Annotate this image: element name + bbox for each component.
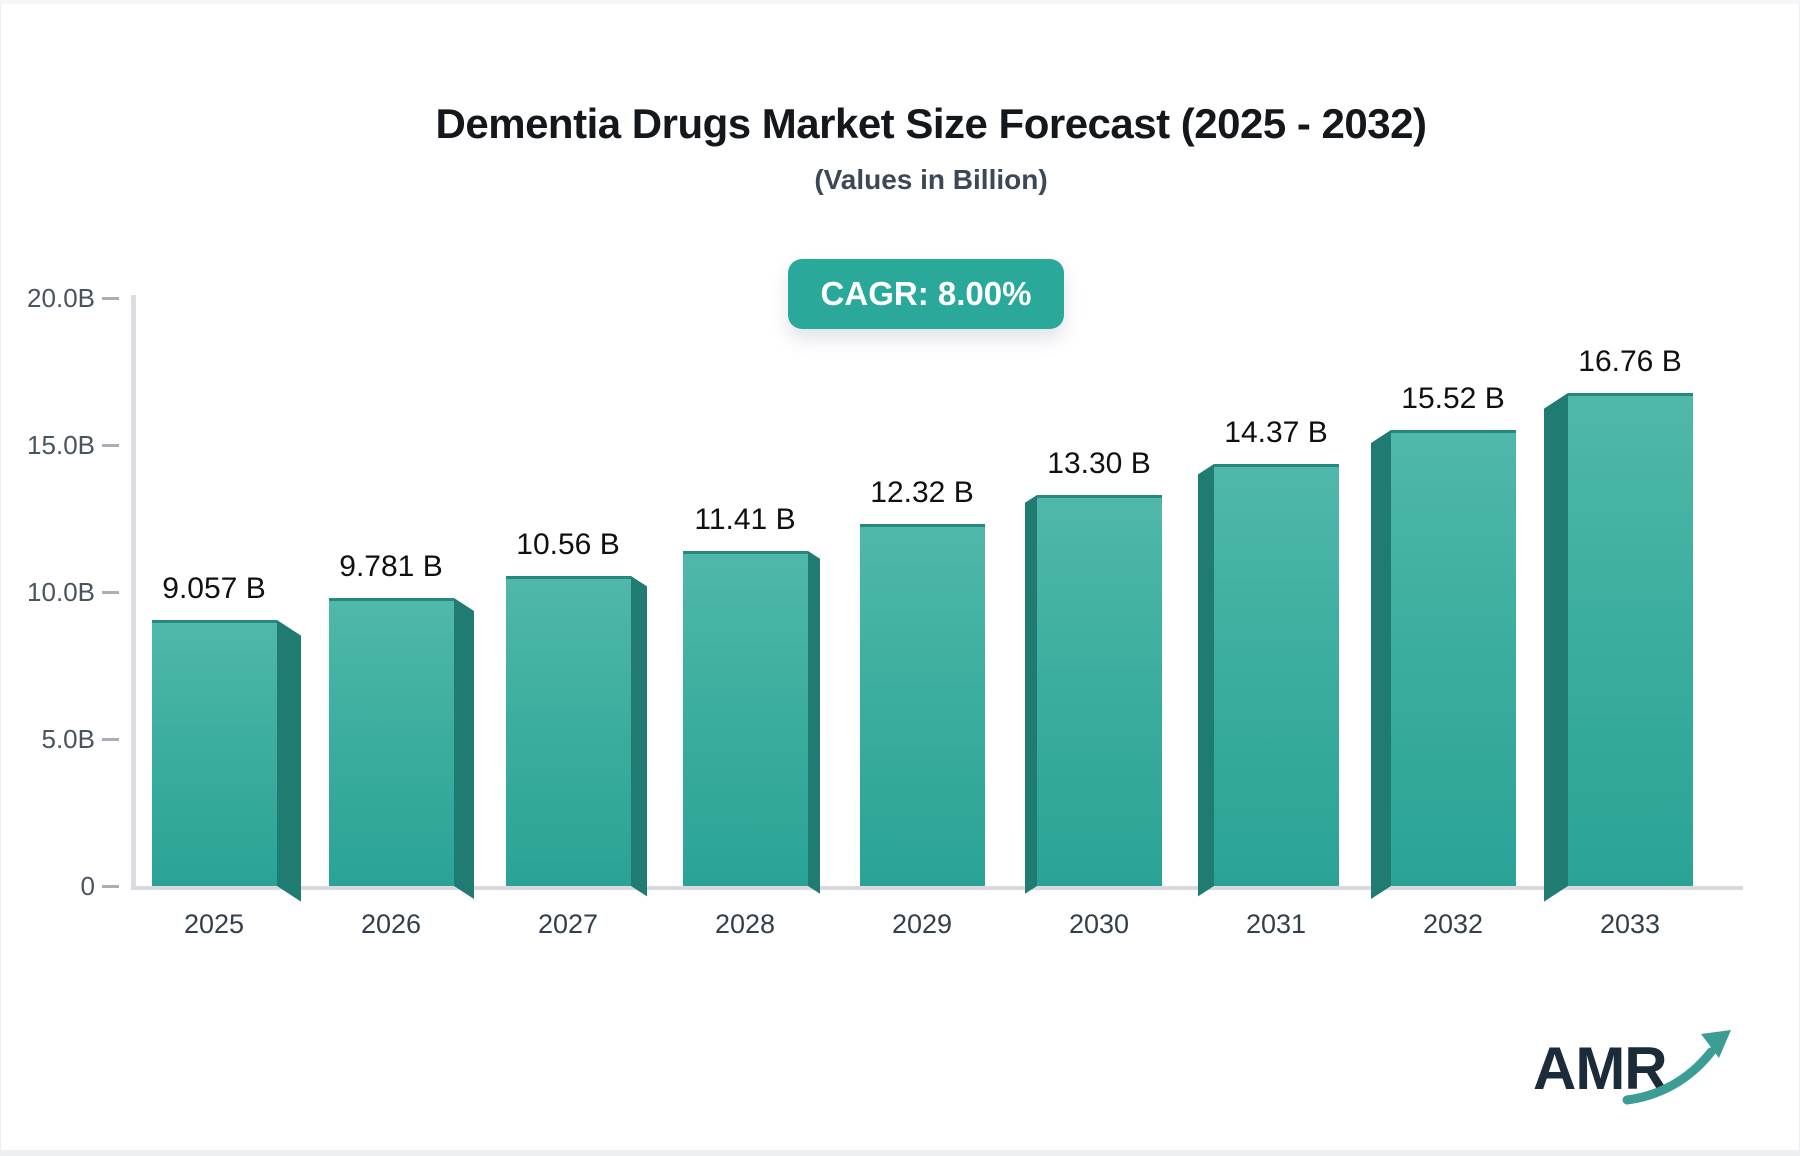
x-axis-label-2027: 2027 — [537, 909, 599, 939]
x-axis-label-2025: 2025 — [183, 909, 245, 939]
amr-logo-text: AMR — [1533, 1035, 1668, 1102]
chart-subtitle: (Values in Billion) — [814, 164, 1048, 195]
x-axis-label-2029: 2029 — [891, 909, 953, 939]
y-axis-tick-label: 5.0B — [41, 724, 96, 754]
y-axis-tick-mark — [102, 738, 119, 741]
bar-side-face-2033 — [1543, 393, 1568, 902]
bar-value-label-2025: 9.057 B — [162, 571, 266, 605]
x-axis-label-2028: 2028 — [714, 909, 776, 939]
bar-side-face-2028 — [807, 550, 820, 894]
x-axis-label-2030: 2030 — [1068, 909, 1130, 939]
chart-header: Dementia Drugs Market Size Forecast (202… — [61, 100, 1799, 196]
bar-side-face-2031 — [1197, 463, 1214, 897]
y-axis-tick-label: 15.0B — [27, 430, 95, 460]
bar-value-label-2033: 16.76 B — [1578, 345, 1682, 379]
y-axis-tick-mark — [102, 444, 119, 447]
y-axis-tick-mark — [102, 885, 119, 888]
bar-2027 — [505, 575, 631, 886]
y-axis-line — [131, 295, 136, 890]
bar-side-face-2030 — [1024, 494, 1037, 894]
bar-2025 — [151, 619, 277, 886]
bar-value-label-2028: 11.41 B — [694, 502, 796, 536]
bar-value-label-2030: 13.30 B — [1047, 446, 1151, 480]
bar-2028 — [682, 550, 808, 886]
bar-side-face-2032 — [1370, 429, 1391, 899]
x-axis-label-2033: 2033 — [1599, 909, 1661, 939]
bar-chart-plot-area: 20.0B 15.0B 10.0B 5.0B 0 9.057 B 2025 9.781 B 20… — [1, 4, 1799, 1150]
y-axis-tick-mark — [102, 591, 119, 594]
chart-title: Dementia Drugs Market Size Forecast (202… — [435, 100, 1427, 147]
y-axis-tick-mark — [102, 297, 119, 300]
bar-side-face-2026 — [453, 598, 474, 899]
bar-2026 — [328, 598, 454, 886]
cagr-badge: CAGR: 8.00% — [788, 259, 1064, 329]
y-axis-tick-label: 10.0B — [27, 577, 95, 607]
bar-value-label-2032: 15.52 B — [1401, 381, 1505, 415]
bar-value-label-2029: 12.32 B — [870, 475, 974, 509]
bar-2030 — [1036, 494, 1162, 886]
bar-value-label-2027: 10.56 B — [516, 527, 620, 561]
bar-value-label-2031: 14.37 B — [1224, 415, 1328, 449]
growth-arrow-icon — [1622, 1030, 1731, 1105]
x-axis-label-2031: 2031 — [1245, 909, 1307, 939]
x-axis-label-2026: 2026 — [360, 909, 422, 939]
bar-side-face-2027 — [630, 575, 647, 897]
bar-2032 — [1390, 429, 1516, 886]
y-axis-tick-label: 0 — [80, 871, 95, 901]
bar-2033 — [1567, 393, 1693, 886]
amr-logo: AMR — [1533, 1030, 1733, 1120]
y-axis-tick-label: 20.0B — [27, 283, 95, 313]
bar-value-label-2026: 9.781 B — [339, 550, 443, 584]
bar-2029 — [859, 523, 985, 886]
x-axis-baseline — [131, 886, 1743, 890]
bar-2031 — [1213, 463, 1339, 886]
bar-side-face-2025 — [276, 619, 301, 902]
x-axis-label-2032: 2032 — [1422, 909, 1484, 939]
